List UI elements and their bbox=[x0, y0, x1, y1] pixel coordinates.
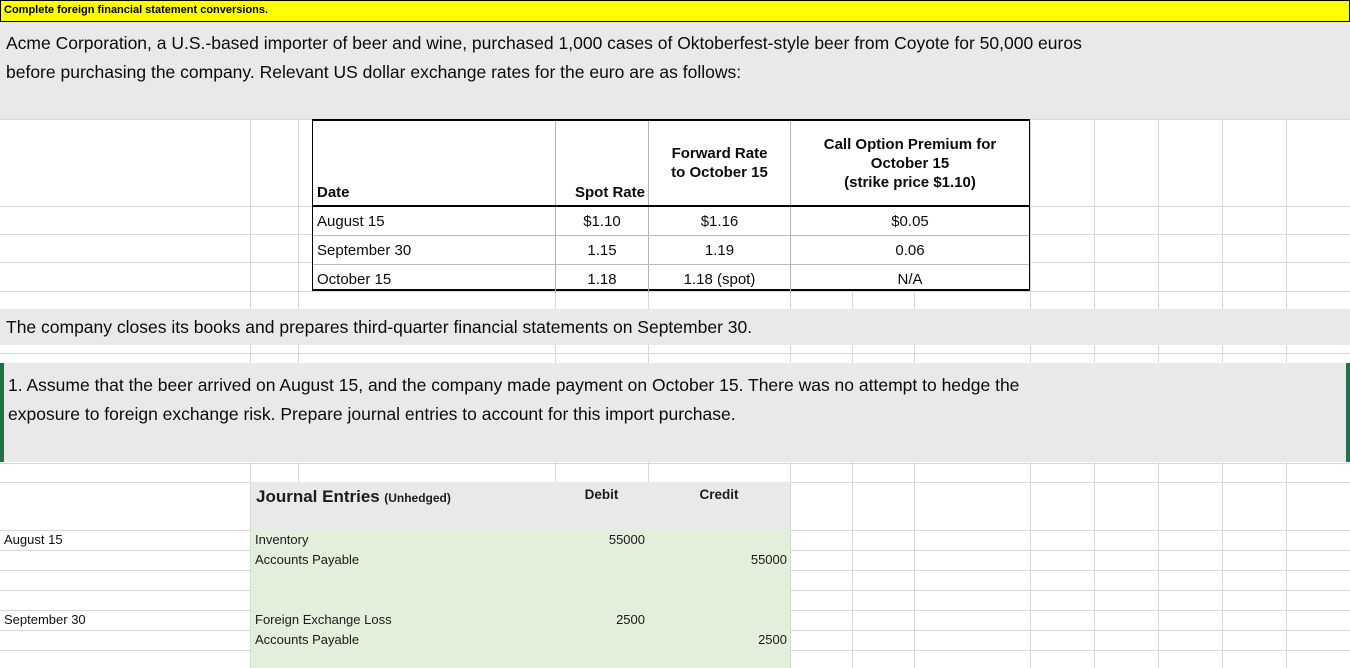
question-line1: 1. Assume that the beer arrived on Augus… bbox=[8, 375, 1020, 395]
account-label: Inventory bbox=[255, 532, 309, 547]
entry-date-august-15[interactable]: August 15 bbox=[4, 532, 63, 547]
question-line2: exposure to foreign exchange risk. Prepa… bbox=[8, 404, 736, 424]
credit-amount: 55000 bbox=[750, 552, 787, 567]
cell-spot[interactable]: 1.18 bbox=[555, 265, 648, 293]
entry-date-september-30[interactable]: September 30 bbox=[4, 612, 86, 627]
journal-row[interactable]: Accounts Payable 55000 bbox=[251, 550, 790, 570]
account-label: Accounts Payable bbox=[255, 632, 360, 647]
gridline bbox=[0, 291, 1350, 292]
closing-note-text: The company closes its books and prepare… bbox=[6, 317, 753, 337]
intro-line2: before purchasing the company. Relevant … bbox=[6, 62, 742, 82]
cell-forward[interactable]: 1.19 bbox=[648, 236, 790, 264]
cell-date[interactable]: October 15 bbox=[317, 270, 392, 288]
cell-date[interactable]: September 30 bbox=[317, 241, 412, 259]
rates-table-header-row: Date Spot Rate Forward Rate to October 1… bbox=[313, 121, 1029, 207]
credit-amount: 2500 bbox=[758, 632, 787, 647]
table-row: August 15 $1.10 $1.16 $0.05 bbox=[313, 207, 1029, 235]
question-cell[interactable]: 1. Assume that the beer arrived on Augus… bbox=[0, 363, 1350, 462]
table-row: October 15 1.18 1.18 (spot) N/A bbox=[313, 264, 1029, 293]
header-call-option[interactable]: Call Option Premium for October 15 (stri… bbox=[790, 121, 1029, 205]
debit-amount: 2500 bbox=[616, 612, 645, 627]
gridline bbox=[0, 353, 1350, 354]
intro-text-cell[interactable]: Acme Corporation, a U.S.-based importer … bbox=[0, 22, 1350, 119]
header-date[interactable]: Date bbox=[317, 184, 350, 201]
header-spot-rate[interactable]: Spot Rate bbox=[555, 121, 648, 205]
cell-spot[interactable]: $1.10 bbox=[555, 207, 648, 235]
journal-title-sub: (Unhedged) bbox=[384, 491, 451, 505]
table-row: September 30 1.15 1.19 0.06 bbox=[313, 235, 1029, 264]
cell-date[interactable]: August 15 bbox=[317, 212, 385, 230]
gridline bbox=[0, 463, 1350, 464]
cell-call[interactable]: $0.05 bbox=[790, 207, 1029, 235]
cell-call[interactable]: N/A bbox=[790, 265, 1029, 293]
journal-row[interactable]: Foreign Exchange Loss 2500 bbox=[251, 610, 790, 630]
cell-call[interactable]: 0.06 bbox=[790, 236, 1029, 264]
journal-header: Journal Entries (Unhedged) Debit Credit bbox=[251, 482, 790, 530]
debit-column-header[interactable]: Debit bbox=[584, 487, 619, 502]
journal-row[interactable]: Inventory 55000 bbox=[251, 530, 790, 550]
cell-forward[interactable]: $1.16 bbox=[648, 207, 790, 235]
exchange-rates-table: Date Spot Rate Forward Rate to October 1… bbox=[312, 119, 1030, 293]
account-label: Foreign Exchange Loss bbox=[255, 612, 392, 627]
account-label: Accounts Payable bbox=[255, 552, 360, 567]
task-banner-text: Complete foreign financial statement con… bbox=[4, 4, 269, 16]
debit-amount: 55000 bbox=[608, 532, 645, 547]
header-forward-rate[interactable]: Forward Rate to October 15 bbox=[648, 121, 790, 205]
credit-column-header[interactable]: Credit bbox=[699, 487, 739, 502]
journal-title-main: Journal Entries bbox=[256, 487, 380, 506]
journal-title[interactable]: Journal Entries (Unhedged) bbox=[256, 487, 451, 507]
journal-row[interactable]: Accounts Payable 2500 bbox=[251, 630, 790, 650]
closing-note-cell[interactable]: The company closes its books and prepare… bbox=[0, 309, 1350, 345]
journal-entries: Inventory 55000 Accounts Payable 55000 F… bbox=[251, 530, 790, 668]
intro-line1: Acme Corporation, a U.S.-based importer … bbox=[6, 33, 1082, 53]
cell-spot[interactable]: 1.15 bbox=[555, 236, 648, 264]
task-banner: Complete foreign financial statement con… bbox=[0, 0, 1350, 22]
cell-forward[interactable]: 1.18 (spot) bbox=[648, 265, 790, 293]
